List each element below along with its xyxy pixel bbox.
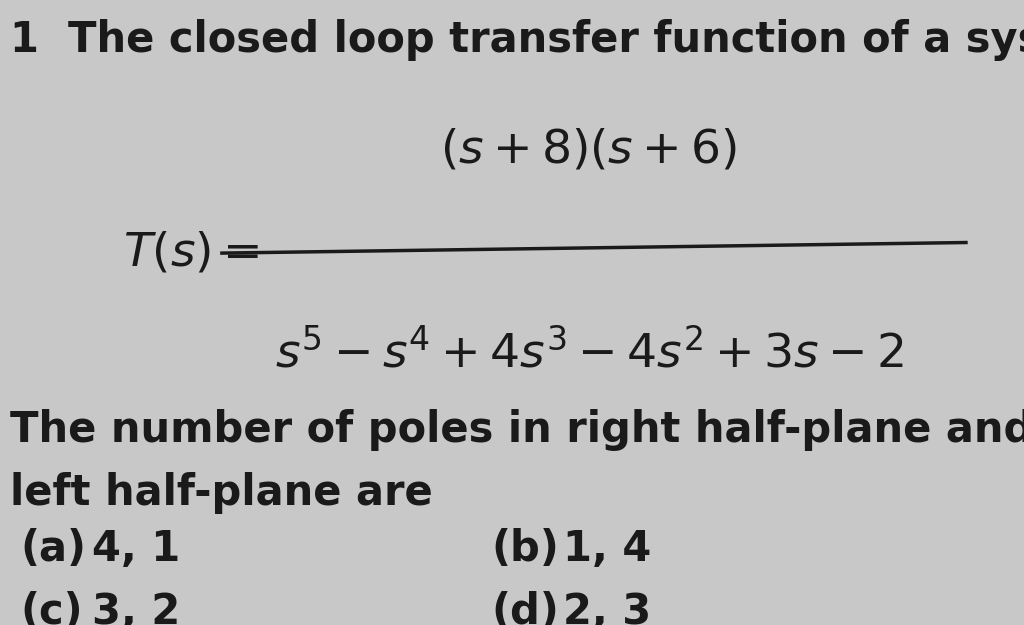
- Text: (c): (c): [20, 591, 83, 625]
- Text: (a): (a): [20, 528, 86, 570]
- Text: 3, 2: 3, 2: [92, 591, 180, 625]
- Text: 4, 1: 4, 1: [92, 528, 180, 570]
- Text: The number of poles in right half-plane and in: The number of poles in right half-plane …: [10, 409, 1024, 451]
- Text: 2, 3: 2, 3: [563, 591, 651, 625]
- Text: $(s+8)(s+6)$: $(s+8)(s+6)$: [440, 127, 737, 172]
- Text: $T(s) =$: $T(s) =$: [123, 231, 259, 276]
- Text: $s^5-s^4+4s^3-4s^2+3s-2$: $s^5-s^4+4s^3-4s^2+3s-2$: [274, 329, 903, 377]
- Text: (b): (b): [492, 528, 559, 570]
- Text: 1  The closed loop transfer function of a system is: 1 The closed loop transfer function of a…: [10, 19, 1024, 61]
- Text: (d): (d): [492, 591, 559, 625]
- Text: left half-plane are: left half-plane are: [10, 472, 433, 514]
- Text: 1, 4: 1, 4: [563, 528, 651, 570]
